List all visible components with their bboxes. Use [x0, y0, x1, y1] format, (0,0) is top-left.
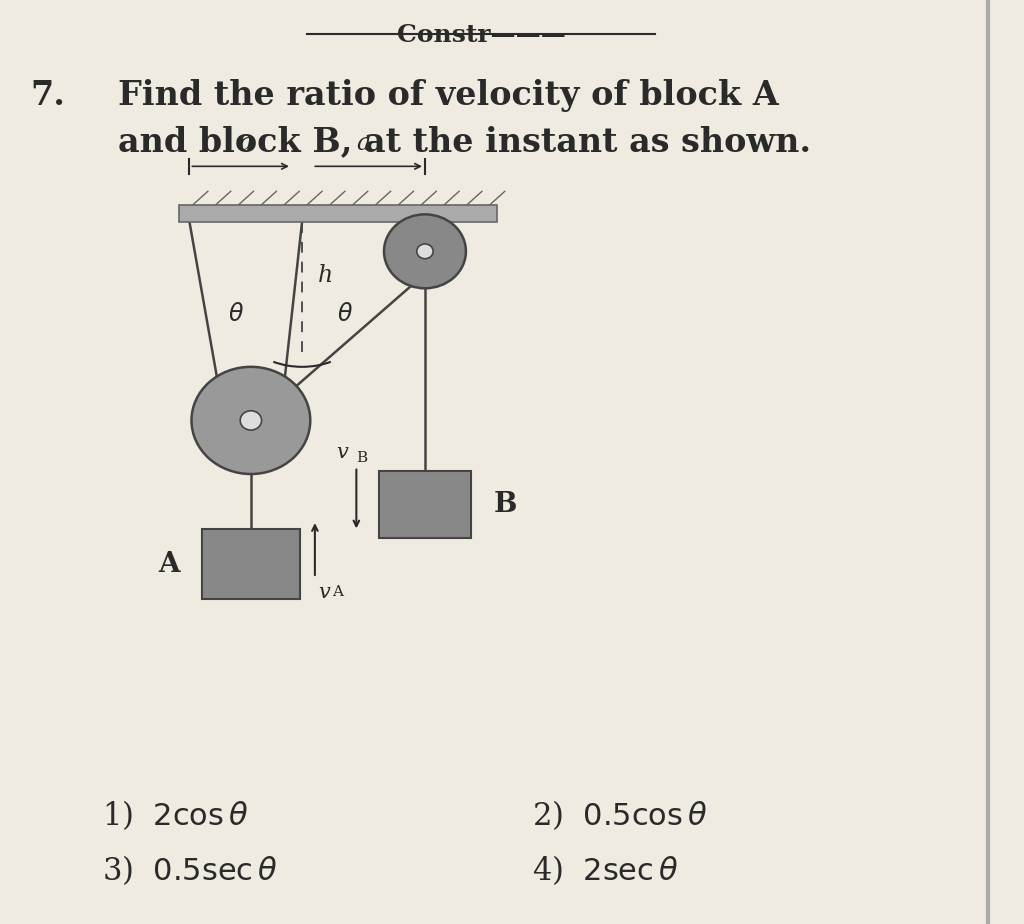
Text: Constr———: Constr———	[397, 23, 565, 47]
Text: and block B, at the instant as shown.: and block B, at the instant as shown.	[118, 125, 811, 158]
Text: a: a	[239, 132, 253, 155]
Text: h: h	[317, 264, 333, 287]
Text: A: A	[158, 551, 180, 578]
Text: $\theta$: $\theta$	[227, 303, 244, 325]
Circle shape	[191, 367, 310, 474]
Text: A: A	[332, 586, 343, 600]
Circle shape	[417, 244, 433, 259]
Bar	[379, 471, 471, 538]
Text: 7.: 7.	[31, 79, 66, 112]
Bar	[179, 205, 497, 222]
Circle shape	[384, 214, 466, 288]
Text: 2)  $0.5\cos\theta$: 2) $0.5\cos\theta$	[532, 798, 708, 832]
Text: 3)  $0.5\sec\theta$: 3) $0.5\sec\theta$	[102, 854, 279, 887]
Text: 1)  $2\cos\theta$: 1) $2\cos\theta$	[102, 798, 249, 832]
Text: Find the ratio of velocity of block A: Find the ratio of velocity of block A	[118, 79, 778, 112]
Text: v: v	[337, 443, 348, 462]
Text: B: B	[494, 491, 517, 518]
Text: 4)  $2\sec\theta$: 4) $2\sec\theta$	[532, 854, 679, 887]
Text: B: B	[356, 451, 368, 465]
Circle shape	[241, 411, 261, 430]
Text: $\theta$: $\theta$	[337, 303, 353, 325]
Text: v: v	[317, 582, 330, 602]
Text: a: a	[356, 132, 371, 155]
Bar	[203, 529, 299, 599]
